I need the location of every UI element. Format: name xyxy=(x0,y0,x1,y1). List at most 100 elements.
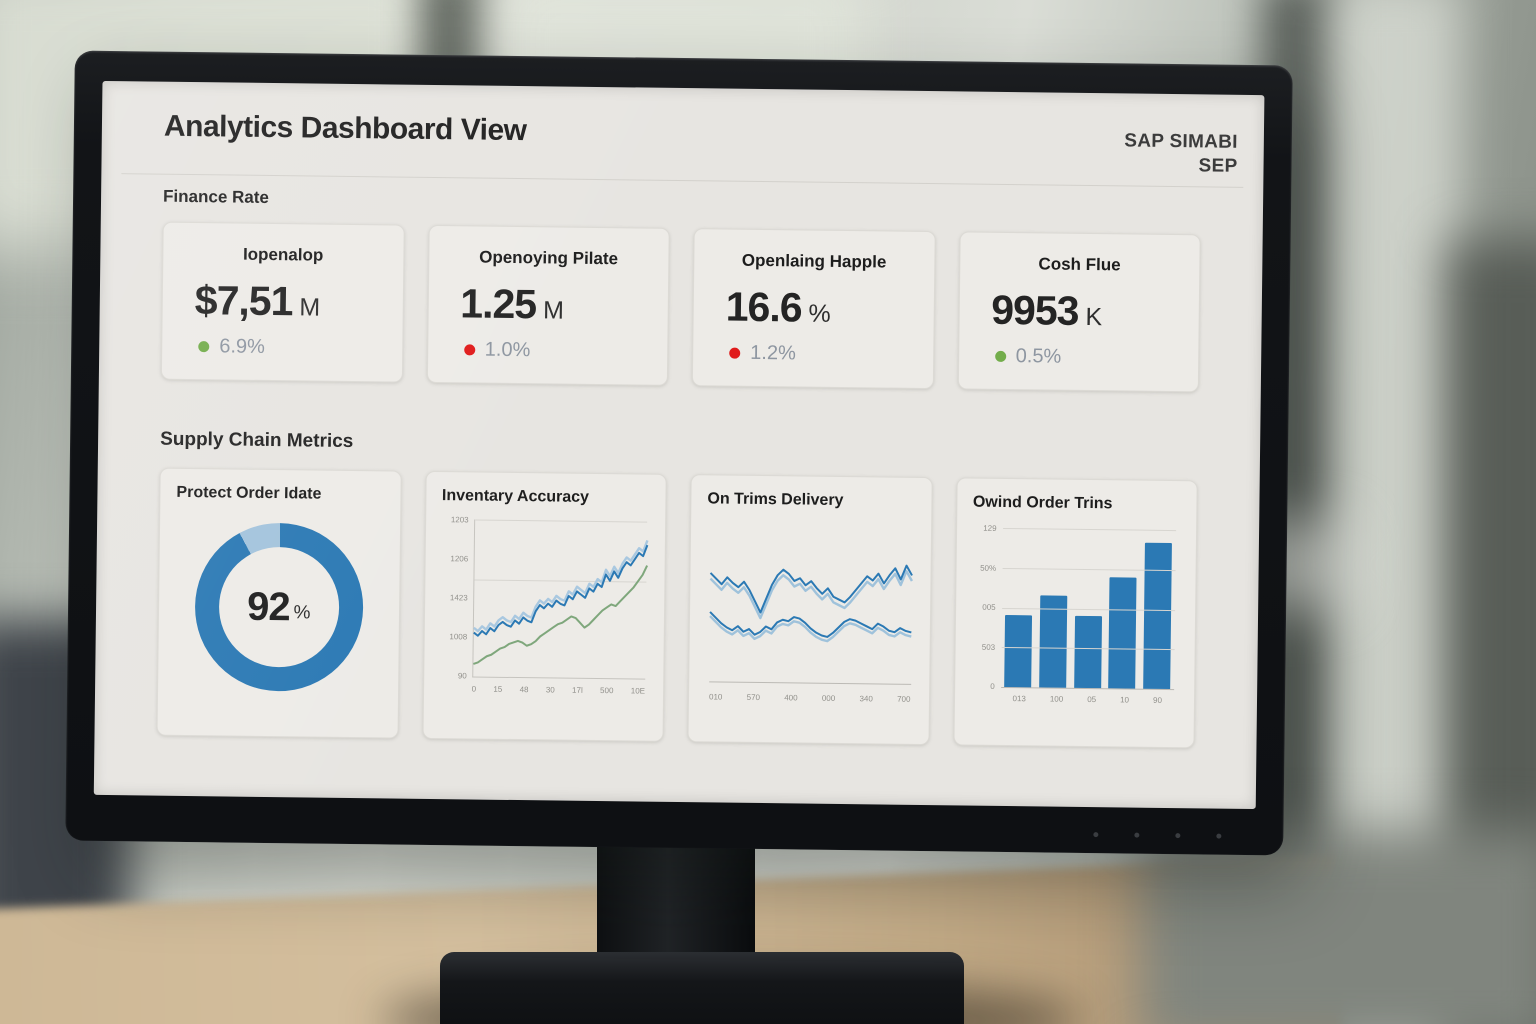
window-pane-blur xyxy=(1330,0,1460,1024)
kpi-value: 1.25 M xyxy=(460,280,565,328)
trend-dot-icon xyxy=(994,350,1006,362)
kpi-value: 9953 K xyxy=(990,286,1103,334)
trend-dot-icon xyxy=(463,344,475,356)
inventory-y-axis-ticks: 1203 1206 1423 1008 90 xyxy=(441,515,469,681)
chart-title: On Trims Delivery xyxy=(707,490,844,510)
chart-card-protect-order-idate[interactable]: Protect Order Idate 92 % xyxy=(156,467,402,739)
kpi-value: 16.6% xyxy=(725,283,831,331)
monitor: Analytics Dashboard View SAP SIMABI SEP … xyxy=(65,50,1293,856)
axis-tick-label: 005 xyxy=(982,602,996,612)
monitor-stand-neck xyxy=(597,828,755,968)
brand-logo: SAP SIMABI SEP xyxy=(1124,129,1238,178)
axis-tick-label: 570 xyxy=(746,692,761,703)
axis-tick-label: 400 xyxy=(784,693,798,703)
kpi-title: Openlaing Happle xyxy=(741,250,887,272)
axis-tick-label: 010 xyxy=(708,692,723,702)
chart-card-owind-order-trins[interactable]: Owind Order Trins 129 50% 005 503 0 013 100 05… xyxy=(952,477,1198,749)
kpi-delta: 1.0% xyxy=(463,338,668,363)
orders-y-axis-ticks: 129 50% 005 503 0 xyxy=(971,524,997,691)
kpi-title: Iopenalop xyxy=(242,244,324,265)
kpi-unit: M xyxy=(299,293,321,322)
axis-tick-label: 500 xyxy=(600,686,614,696)
donut-unit: % xyxy=(293,602,311,624)
kpi-value: $7,51 M xyxy=(194,277,321,325)
axis-tick-label: 100 xyxy=(1049,694,1064,704)
kpi-unit: M xyxy=(542,296,565,325)
axis-tick-label: 0 xyxy=(990,681,995,691)
kpi-title: Cosh Flue xyxy=(1038,254,1121,275)
kpi-card-cosh-flue[interactable]: Cosh Flue 9953 K 0.5% xyxy=(957,231,1201,393)
kpi-card-openlaing-happle[interactable]: Openlaing Happle 16.6% 1.2% xyxy=(691,228,936,390)
axis-tick-label: 48 xyxy=(519,685,529,695)
kpi-card-openoying-pilate[interactable]: Openoying Pilate 1.25 M 1.0% xyxy=(426,224,670,386)
chart-title: Protect Order Idate xyxy=(176,483,322,503)
inventory-line-plot xyxy=(473,520,647,679)
axis-tick-label: 013 xyxy=(1012,694,1026,704)
delivery-x-axis-ticks: 010 570 400 000 340 700 xyxy=(709,692,911,703)
inventory-x-axis-ticks: 0 15 48 30 17l 500 10E xyxy=(472,684,646,695)
brand-line1: SAP SIMABI xyxy=(1124,130,1238,153)
page-title: Analytics Dashboard View xyxy=(163,109,527,148)
power-indicator-dot xyxy=(1134,832,1140,838)
chart-title: Owind Order Trins xyxy=(972,493,1113,513)
gridline xyxy=(1002,527,1177,532)
chart-title: Inventary Accuracy xyxy=(441,487,590,506)
axis-tick-label: 0 xyxy=(471,684,477,694)
monitor-indicator-dots xyxy=(1093,832,1222,839)
axis-tick-label: 30 xyxy=(545,685,555,695)
kpi-card-iopenalop[interactable]: Iopenalop $7,51 M 6.9% xyxy=(160,221,405,383)
kpi-title: Openoying Pilate xyxy=(479,247,619,269)
donut-ring: 92 % xyxy=(193,522,364,693)
axis-tick-label: 17l xyxy=(572,685,583,695)
section-label-supply-chain: Supply Chain Metrics xyxy=(160,428,354,453)
axis-tick-label: 05 xyxy=(1087,695,1097,705)
axis-tick-label: 000 xyxy=(821,693,836,703)
axis-tick-label: 90 xyxy=(1152,695,1163,705)
kpi-unit: K xyxy=(1085,302,1103,332)
donut-chart: 92 % xyxy=(174,522,384,693)
header-divider xyxy=(121,173,1244,188)
bar xyxy=(1108,576,1137,689)
axis-tick-label: 700 xyxy=(897,694,911,704)
background-shadow xyxy=(1448,240,1536,1024)
line-chart-inventory: 1203 1206 1423 1008 90 xyxy=(449,515,647,680)
kpi-delta: 0.5% xyxy=(994,345,1199,370)
power-indicator-dot xyxy=(1216,833,1222,839)
axis-tick-label: 10E xyxy=(630,686,646,696)
bar xyxy=(1073,616,1102,689)
background-shadow xyxy=(1140,830,1536,1024)
axis-tick-label: 129 xyxy=(983,523,997,533)
axis-tick-label: 15 xyxy=(493,684,503,694)
kpi-unit: % xyxy=(808,299,831,328)
line-chart-delivery xyxy=(709,542,912,685)
section-label-finance: Finance Rate xyxy=(162,186,270,207)
bar xyxy=(1004,615,1033,688)
axis-tick-label: 10 xyxy=(1120,695,1130,705)
trend-dot-icon xyxy=(729,347,741,359)
kpi-delta: 6.9% xyxy=(198,335,402,360)
power-indicator-dot xyxy=(1175,833,1181,839)
trend-dot-icon xyxy=(198,341,210,353)
axis-tick-label: 90 xyxy=(457,671,467,681)
axis-tick-label: 503 xyxy=(981,642,996,652)
brand-line2: SEP xyxy=(1198,155,1238,177)
chart-card-row: Protect Order Idate 92 % Inventary Accur… xyxy=(156,467,1198,749)
power-indicator-dot xyxy=(1093,832,1099,838)
axis-tick-label: 340 xyxy=(859,694,873,704)
orders-x-axis-ticks: 013 100 05 10 90 xyxy=(1000,694,1174,705)
monitor-stand-base xyxy=(440,952,964,1024)
axis-tick-label: 1206 xyxy=(450,554,469,564)
dashboard-screen: Analytics Dashboard View SAP SIMABI SEP … xyxy=(93,80,1265,810)
axis-tick-label: 1203 xyxy=(450,515,469,525)
axis-tick-label: 50% xyxy=(980,563,997,573)
chart-card-on-trims-delivery[interactable]: On Trims Delivery 010 570 400 000 340 700 xyxy=(687,474,933,746)
donut-center: 92 % xyxy=(218,546,340,668)
kpi-card-row: Iopenalop $7,51 M 6.9% Openoying Pilate 1… xyxy=(160,221,1201,393)
bar xyxy=(1143,542,1173,690)
delivery-line-plot xyxy=(709,542,912,683)
bar-chart-orders: 129 50% 005 503 0 xyxy=(980,524,1177,691)
axis-tick-label: 1423 xyxy=(449,593,468,603)
axis-tick-label: 1008 xyxy=(449,632,468,642)
